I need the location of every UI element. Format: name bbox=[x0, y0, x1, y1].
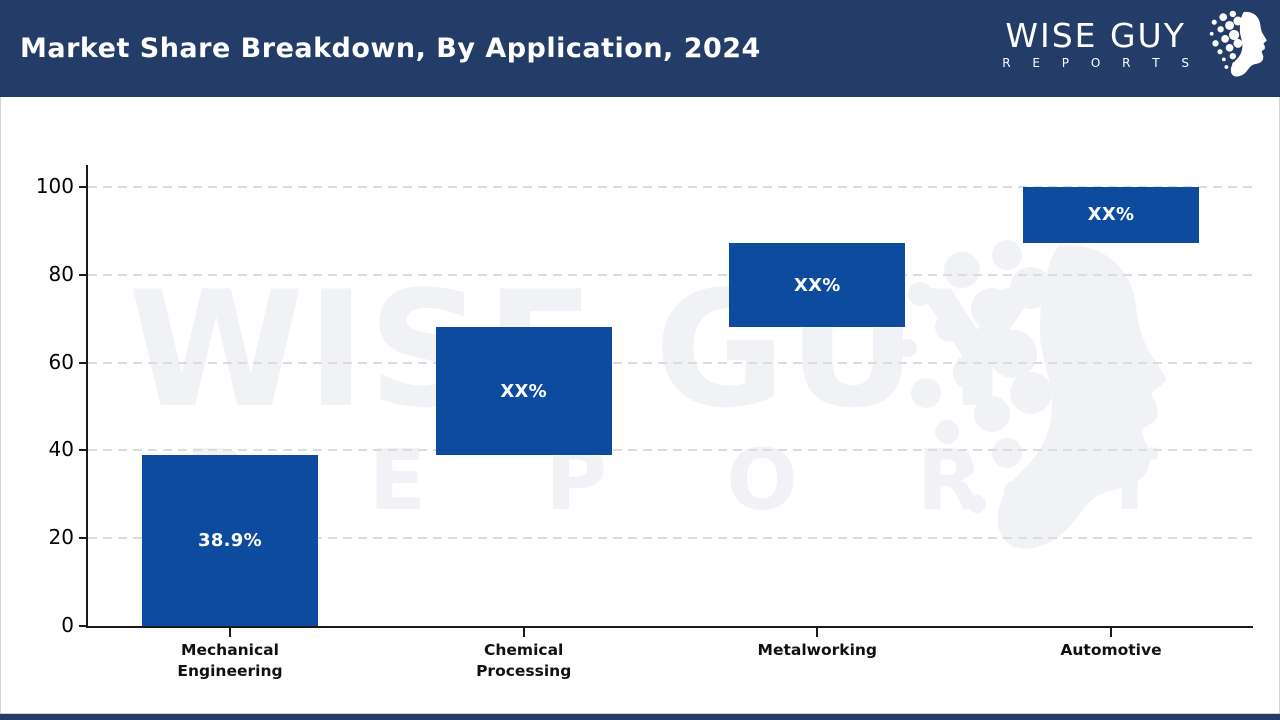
x-axis-label-line: Automotive bbox=[1060, 641, 1162, 659]
x-axis-label-0: Mechanical Engineering bbox=[110, 640, 350, 682]
x-tick-2 bbox=[816, 628, 819, 637]
y-tick-100 bbox=[79, 186, 87, 188]
bar-value-label: XX% bbox=[1087, 204, 1135, 226]
y-axis-spine bbox=[86, 165, 88, 628]
y-tick-label-80: 80 bbox=[48, 261, 74, 286]
bar-0: 38.9% bbox=[142, 455, 318, 626]
x-axis-label-2: Metalworking bbox=[697, 640, 937, 661]
y-tick-80 bbox=[79, 273, 87, 276]
x-axis-label-line: Chemical bbox=[484, 641, 564, 659]
y-tick-label-100: 100 bbox=[35, 174, 74, 198]
gridline-80 bbox=[88, 273, 1253, 276]
footer-hairline bbox=[0, 713, 1280, 714]
gridline-20 bbox=[88, 537, 1253, 540]
logo-wordmark: WISE GUY bbox=[1005, 16, 1186, 56]
x-axis-label-line: Metalworking bbox=[757, 641, 878, 659]
header-bar: Market Share Breakdown, By Application, … bbox=[0, 0, 1280, 97]
x-axis-label-line: Mechanical bbox=[181, 641, 279, 659]
x-tick-0 bbox=[229, 628, 231, 637]
logo-subtitle: R E P O R T S bbox=[1002, 55, 1198, 70]
x-tick-1 bbox=[522, 628, 525, 637]
bar-value-label: XX% bbox=[500, 380, 548, 402]
footer-bar bbox=[0, 714, 1280, 720]
y-tick-label-0: 0 bbox=[61, 613, 74, 637]
y-tick-label-40: 40 bbox=[48, 437, 74, 462]
y-tick-60 bbox=[79, 361, 87, 364]
gridline-60 bbox=[88, 361, 1253, 364]
gridline-100 bbox=[88, 186, 1253, 188]
left-edge-line bbox=[0, 97, 1, 714]
bar-2: XX% bbox=[729, 242, 906, 328]
bar-value-label: XX% bbox=[793, 274, 841, 296]
y-tick-0 bbox=[79, 625, 87, 627]
x-axis-label-line: Engineering bbox=[177, 662, 283, 680]
bar-1: XX% bbox=[435, 327, 612, 456]
y-tick-label-60: 60 bbox=[48, 349, 74, 374]
page-title: Market Share Breakdown, By Application, … bbox=[20, 33, 761, 64]
wise-guy-reports-logo: WISE GUY R E P O R T S bbox=[993, 6, 1268, 82]
y-tick-label-20: 20 bbox=[48, 525, 74, 550]
logo-head-icon bbox=[1209, 10, 1267, 77]
gridline-40 bbox=[88, 449, 1253, 452]
x-axis-label-line: Processing bbox=[476, 662, 572, 680]
x-tick-3 bbox=[1110, 628, 1112, 637]
watermark-head-icon bbox=[899, 240, 1166, 549]
logo-text: WISE GUY R E P O R T S bbox=[993, 16, 1198, 70]
bar-3: XX% bbox=[1023, 187, 1199, 243]
x-axis-label-1: Chemical Processing bbox=[404, 640, 644, 682]
y-tick-20 bbox=[79, 537, 87, 540]
y-tick-40 bbox=[79, 449, 87, 452]
x-axis-label-3: Automotive bbox=[991, 640, 1231, 661]
bar-value-label: 38.9% bbox=[198, 530, 262, 552]
x-axis-spine bbox=[86, 626, 1253, 628]
